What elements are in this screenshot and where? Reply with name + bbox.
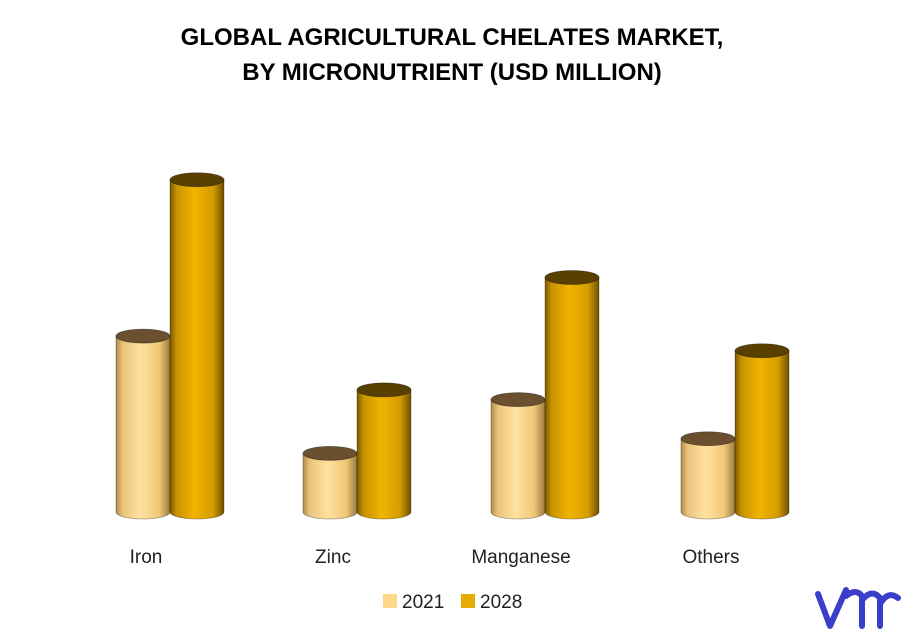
chart-title-line-2: BY MICRONUTRIENT (USD MILLION) bbox=[242, 59, 662, 86]
bar-cap-others-2028 bbox=[734, 343, 790, 359]
category-label-others: Others bbox=[682, 547, 739, 568]
vmr-logo-mark bbox=[815, 587, 901, 629]
category-label-zinc: Zinc bbox=[315, 547, 351, 568]
bar-iron-2021 bbox=[115, 328, 171, 520]
bar-body-zinc-2021 bbox=[302, 452, 358, 520]
bar-body-iron-2028 bbox=[169, 179, 225, 520]
bar-zinc-2021 bbox=[302, 445, 358, 520]
bar-cap-manganese-2028 bbox=[544, 270, 600, 285]
bar-body-zinc-2028 bbox=[356, 389, 412, 520]
bar-body-manganese-2028 bbox=[544, 277, 600, 520]
bar-cap-iron-2021 bbox=[115, 328, 171, 344]
bar-body-others-2021 bbox=[680, 438, 736, 520]
legend: 2021 2028 bbox=[383, 592, 522, 613]
bar-cap-others-2021 bbox=[680, 431, 736, 447]
category-label-iron: Iron bbox=[130, 547, 163, 568]
bar-body-others-2028 bbox=[734, 350, 790, 520]
legend-swatch-2021 bbox=[383, 594, 397, 608]
bars-group bbox=[115, 172, 790, 520]
bar-manganese-2021 bbox=[490, 392, 546, 520]
bar-body-manganese-2021 bbox=[490, 399, 546, 520]
legend-label-2021: 2021 bbox=[402, 592, 444, 613]
bar-cap-zinc-2021 bbox=[302, 445, 358, 461]
category-labels: Iron Zinc Manganese Others bbox=[130, 547, 740, 568]
bar-manganese-2028 bbox=[544, 270, 600, 520]
category-label-manganese: Manganese bbox=[471, 547, 570, 568]
chart-title-line-1: GLOBAL AGRICULTURAL CHELATES MARKET, bbox=[181, 24, 724, 51]
legend-swatch-2028 bbox=[461, 594, 475, 608]
bar-zinc-2028 bbox=[356, 382, 412, 520]
bar-cap-iron-2028 bbox=[169, 172, 225, 188]
vmr-logo bbox=[815, 587, 901, 629]
bar-cap-zinc-2028 bbox=[356, 382, 412, 398]
bar-body-iron-2021 bbox=[115, 335, 171, 520]
bar-others-2028 bbox=[734, 343, 790, 520]
legend-label-2028: 2028 bbox=[480, 592, 522, 613]
bar-cap-manganese-2021 bbox=[490, 392, 546, 408]
bar-others-2021 bbox=[680, 431, 736, 520]
bar-iron-2028 bbox=[169, 172, 225, 520]
